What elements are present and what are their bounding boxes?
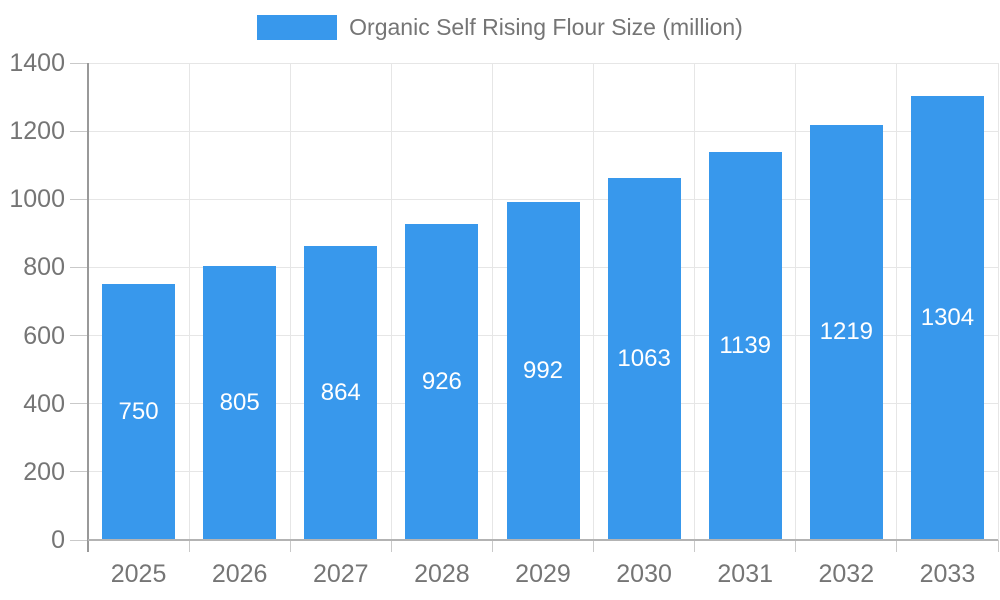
x-axis-tick (694, 540, 696, 552)
y-tick-label: 1400 (9, 49, 65, 77)
bar-2031[interactable] (708, 151, 782, 540)
x-tick-label: 2031 (717, 560, 774, 588)
bar-2029[interactable] (506, 202, 580, 540)
y-axis-line (87, 63, 89, 552)
y-axis-tick (70, 130, 88, 132)
x-axis-tick (795, 540, 797, 552)
y-tick-label: 400 (23, 389, 65, 418)
x-tick-label: 2032 (818, 560, 875, 588)
y-tick-label: 800 (23, 253, 65, 282)
x-tick-label: 2030 (616, 560, 672, 588)
gridline-horizontal (88, 198, 998, 200)
legend[interactable]: Organic Self Rising Flour Size (million) (0, 14, 1000, 40)
x-tick-label: 2028 (414, 560, 470, 588)
y-tick-label: 0 (51, 526, 65, 554)
x-tick-label: 2033 (919, 560, 976, 588)
x-axis-line (88, 539, 998, 541)
x-axis-tick (997, 540, 999, 552)
x-tick-label: 2029 (515, 560, 571, 588)
x-tick-label: 2027 (312, 560, 369, 588)
bar-2033[interactable] (910, 95, 984, 540)
y-tick-label: 200 (23, 457, 65, 486)
y-axis-tick (70, 471, 88, 473)
y-tick-label: 1200 (9, 117, 65, 146)
gridline-vertical (390, 63, 392, 540)
y-tick-label: 1000 (9, 185, 65, 214)
bar-2028[interactable] (405, 224, 479, 540)
bar-2026[interactable] (203, 265, 277, 540)
x-axis-tick (188, 540, 190, 552)
bar-2025[interactable] (102, 284, 176, 540)
gridline-vertical (694, 63, 696, 540)
x-tick-label: 2025 (110, 560, 167, 588)
x-tick-label: 2026 (211, 560, 268, 588)
gridline-vertical (491, 63, 493, 540)
x-axis-tick (390, 540, 392, 552)
y-axis-tick (70, 266, 88, 268)
y-tick-label: 600 (23, 321, 65, 350)
y-axis-tick (70, 335, 88, 337)
x-axis-tick (289, 540, 291, 552)
x-axis-tick (491, 540, 493, 552)
gridline-horizontal (88, 130, 998, 132)
gridline-vertical (188, 63, 190, 540)
bar-2032[interactable] (809, 124, 883, 540)
gridline-vertical (997, 63, 999, 540)
legend-swatch (257, 14, 338, 40)
y-axis-tick (70, 198, 88, 200)
bar-2030[interactable] (607, 177, 681, 540)
y-axis-tick (70, 403, 88, 405)
legend-label: Organic Self Rising Flour Size (million) (349, 14, 743, 40)
gridline-vertical (896, 63, 898, 540)
gridline-vertical (289, 63, 291, 540)
y-axis-tick (70, 539, 88, 541)
bar-2027[interactable] (304, 245, 378, 540)
gridline-horizontal (88, 62, 998, 64)
gridline-vertical (795, 63, 797, 540)
gridline-vertical (593, 63, 595, 540)
x-axis-tick (896, 540, 898, 552)
y-axis-tick (70, 62, 88, 64)
x-axis-tick (593, 540, 595, 552)
